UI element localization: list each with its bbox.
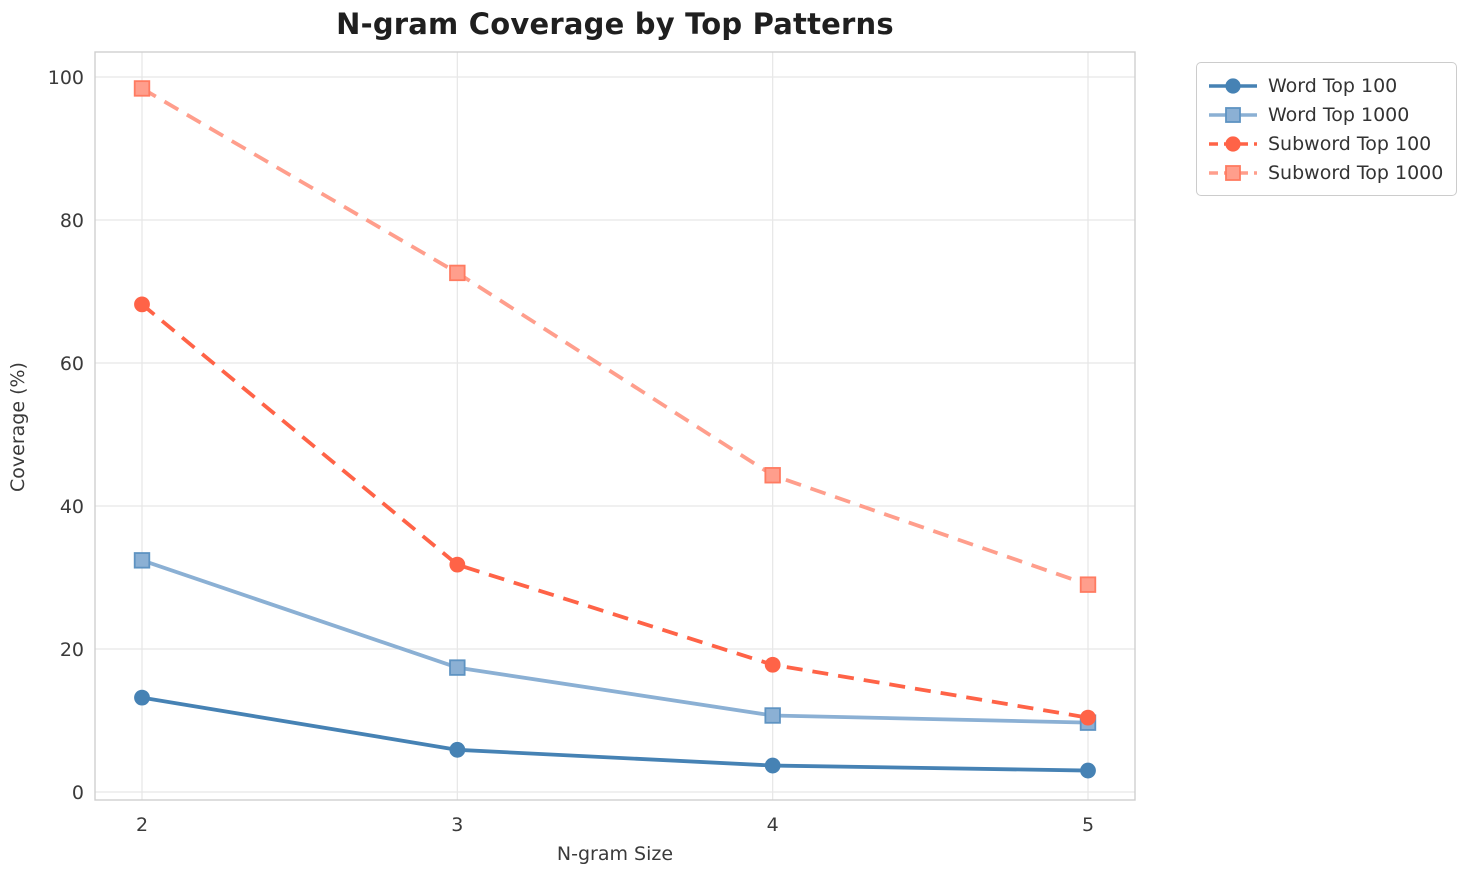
plot-border [94, 51, 1136, 801]
legend-label: Word Top 1000 [1268, 103, 1410, 126]
series-word-top-100 [134, 689, 1096, 779]
data-point [764, 656, 781, 673]
y-tick-label: 60 [60, 353, 84, 375]
legend-label: Word Top 100 [1268, 74, 1398, 97]
data-point [449, 556, 466, 573]
legend-item-word-top-1000: Word Top 1000 [1207, 100, 1445, 129]
series-word-top-1000 [133, 552, 1097, 731]
series-line [141, 695, 1089, 773]
x-tick-label: 4 [767, 814, 779, 836]
y-tick-label: 20 [60, 639, 84, 661]
legend-item-word-top-100: Word Top 100 [1207, 71, 1445, 100]
series-line [140, 302, 1089, 720]
data-point [134, 689, 150, 706]
data-point [1080, 762, 1096, 779]
legend-marker-circle-icon [1209, 135, 1257, 152]
series-line [141, 558, 1089, 725]
series-line [141, 86, 1089, 587]
data-point [449, 264, 466, 282]
legend-item-subword-top-1000: Subword Top 1000 [1207, 158, 1445, 187]
legend-item-subword-top-100: Subword Top 100 [1207, 129, 1445, 158]
x-tick-label: 2 [136, 814, 148, 836]
legend-label: Subword Top 100 [1268, 132, 1432, 155]
x-tick-labels: 2 3 4 5 [136, 814, 1094, 836]
data-point [764, 707, 781, 724]
series-subword-top-1000 [133, 80, 1097, 593]
gridlines [95, 52, 1135, 800]
series-subword-top-100 [134, 296, 1096, 726]
data-point [1080, 709, 1096, 726]
data-point [764, 757, 781, 774]
data-point [133, 552, 151, 569]
y-tick-label: 0 [72, 782, 84, 804]
y-tick-label: 40 [60, 496, 84, 518]
data-point [449, 659, 466, 676]
legend-marker-square-icon [1209, 164, 1257, 181]
data-point [134, 296, 150, 313]
x-tick-label: 3 [451, 814, 463, 836]
legend-marker-square-icon [1209, 106, 1257, 123]
y-tick-label: 80 [60, 210, 84, 232]
y-axis-label: Coverage (%) [7, 362, 29, 492]
chart-title: N-gram Coverage by Top Patterns [336, 7, 894, 41]
y-tick-labels: 0 20 40 60 80 100 [48, 67, 84, 804]
x-tick-label: 5 [1082, 814, 1094, 836]
data-point [1079, 576, 1097, 593]
legend: Word Top 100 Word Top 1000 Subword Top 100… [1196, 62, 1457, 196]
data-point [764, 467, 781, 484]
data-point [133, 80, 151, 97]
y-tick-label: 100 [48, 67, 84, 89]
data-point [449, 741, 466, 758]
legend-marker-circle-icon [1209, 77, 1257, 94]
x-axis-label: N-gram Size [556, 843, 674, 865]
legend-label: Subword Top 1000 [1268, 161, 1444, 184]
